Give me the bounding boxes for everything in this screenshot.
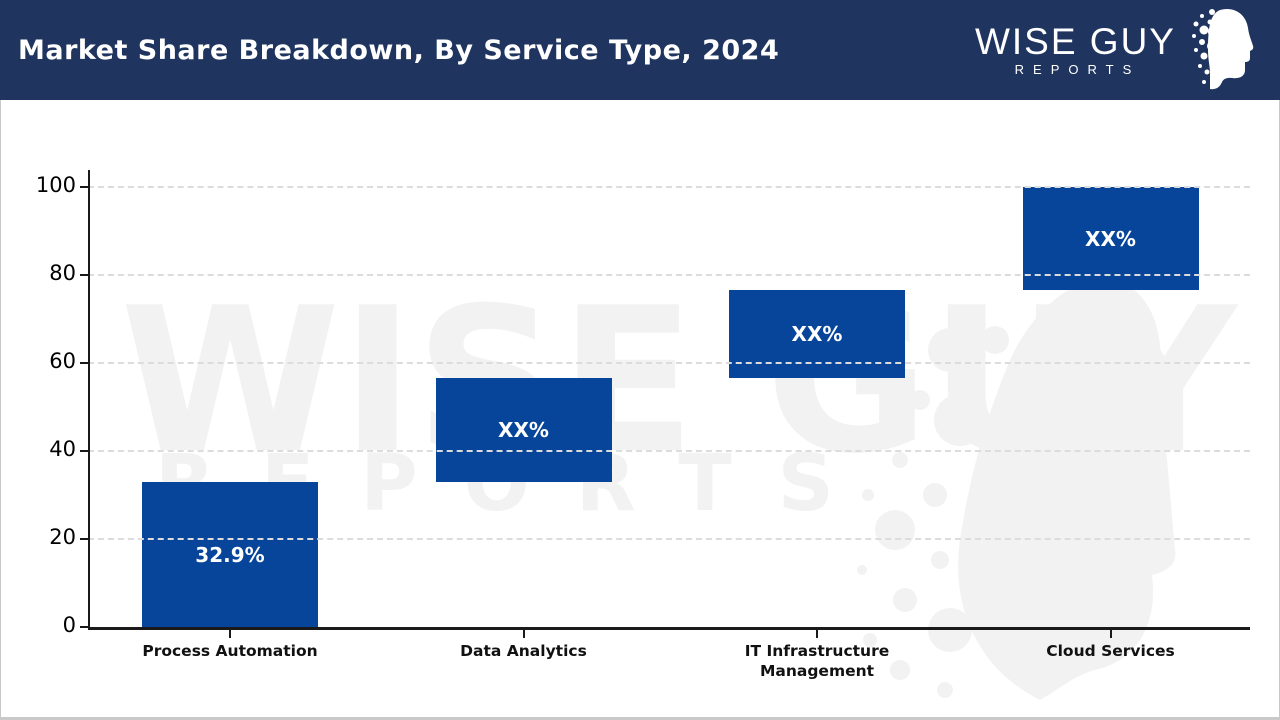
waterfall-bar-2: XX% bbox=[729, 290, 905, 378]
gridline-80 bbox=[88, 274, 1250, 276]
logo-wordmark: WISE GUY bbox=[974, 21, 1176, 62]
page-title: Market Share Breakdown, By Service Type,… bbox=[18, 34, 780, 66]
y-tick-0 bbox=[80, 626, 88, 628]
y-tick-60 bbox=[80, 362, 88, 364]
logo-text: WISE GUY REPORTS bbox=[975, 23, 1176, 77]
x-tick-2 bbox=[816, 630, 818, 638]
category-label-0: Process Automation bbox=[142, 642, 318, 660]
y-tick-label-80: 80 bbox=[49, 261, 76, 285]
waterfall-bar-3: XX% bbox=[1022, 187, 1199, 291]
y-tick-20 bbox=[80, 538, 88, 540]
x-tick-3 bbox=[1109, 630, 1112, 638]
y-tick-40 bbox=[80, 450, 88, 452]
gridline-40 bbox=[88, 450, 1250, 452]
y-tick-100 bbox=[80, 186, 88, 188]
chart-header: Market Share Breakdown, By Service Type,… bbox=[0, 0, 1280, 100]
y-tick-label-100: 100 bbox=[35, 173, 76, 197]
category-label-2: IT Infrastructure Management bbox=[744, 642, 890, 681]
y-tick-label-0: 0 bbox=[62, 613, 76, 637]
gridline-100 bbox=[88, 186, 1250, 188]
bar-value-label: XX% bbox=[791, 321, 843, 346]
category-label-1: Data Analytics bbox=[460, 642, 587, 660]
y-tick-80 bbox=[80, 274, 88, 276]
bar-value-label: XX% bbox=[498, 417, 549, 442]
y-tick-label-40: 40 bbox=[49, 437, 76, 461]
y-tick-label-60: 60 bbox=[49, 349, 76, 373]
dotted-head-logo-icon bbox=[1182, 4, 1254, 96]
logo-subtitle: REPORTS bbox=[1014, 62, 1141, 77]
gridline-60 bbox=[88, 362, 1250, 364]
y-tick-label-20: 20 bbox=[49, 525, 76, 549]
waterfall-bar-0: 32.9% bbox=[142, 482, 318, 627]
waterfall-bar-1: XX% bbox=[435, 377, 612, 483]
wise-guy-logo: WISE GUY REPORTS bbox=[975, 4, 1254, 96]
x-axis bbox=[88, 627, 1250, 630]
x-tick-0 bbox=[229, 630, 231, 638]
y-axis bbox=[88, 170, 90, 629]
x-tick-1 bbox=[522, 630, 525, 638]
gridline-20 bbox=[88, 538, 1250, 540]
category-label-3: Cloud Services bbox=[1046, 642, 1175, 660]
bar-value-label: 32.9% bbox=[195, 542, 265, 567]
bar-value-label: XX% bbox=[1085, 226, 1136, 251]
